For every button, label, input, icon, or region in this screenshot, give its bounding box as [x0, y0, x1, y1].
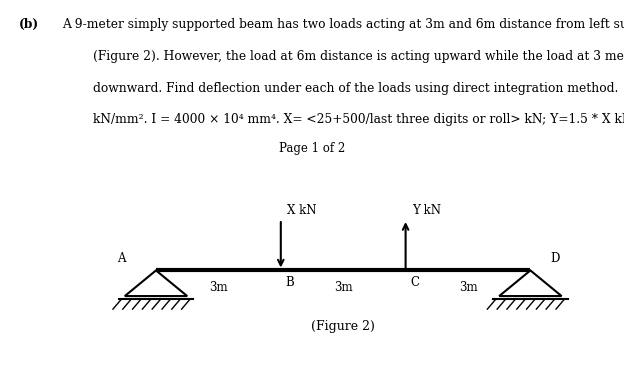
Text: (b): (b) — [19, 18, 39, 31]
Text: D: D — [550, 252, 560, 265]
Text: 3m: 3m — [334, 281, 353, 294]
Text: X kN: X kN — [287, 204, 316, 217]
Text: (Figure 2): (Figure 2) — [311, 320, 375, 333]
Text: kN/mm². I = 4000 × 10⁴ mm⁴. X= <25+500/last three digits or roll> kN; Y=1.5 * X : kN/mm². I = 4000 × 10⁴ mm⁴. X= <25+500/l… — [62, 113, 624, 126]
Text: A: A — [117, 252, 126, 265]
Text: 3m: 3m — [459, 281, 477, 294]
Text: Y kN: Y kN — [412, 204, 441, 217]
Text: Page 1 of 2: Page 1 of 2 — [279, 142, 345, 155]
Text: C: C — [411, 276, 419, 289]
Text: 3m: 3m — [209, 281, 228, 294]
Text: (Figure 2). However, the load at 6m distance is acting upward while the load at : (Figure 2). However, the load at 6m dist… — [62, 50, 624, 63]
Text: downward. Find deflection under each of the loads using direct integration metho: downward. Find deflection under each of … — [62, 82, 624, 95]
Text: B: B — [286, 276, 295, 289]
Text: A 9-meter simply supported beam has two loads acting at 3m and 6m distance from : A 9-meter simply supported beam has two … — [62, 18, 624, 31]
